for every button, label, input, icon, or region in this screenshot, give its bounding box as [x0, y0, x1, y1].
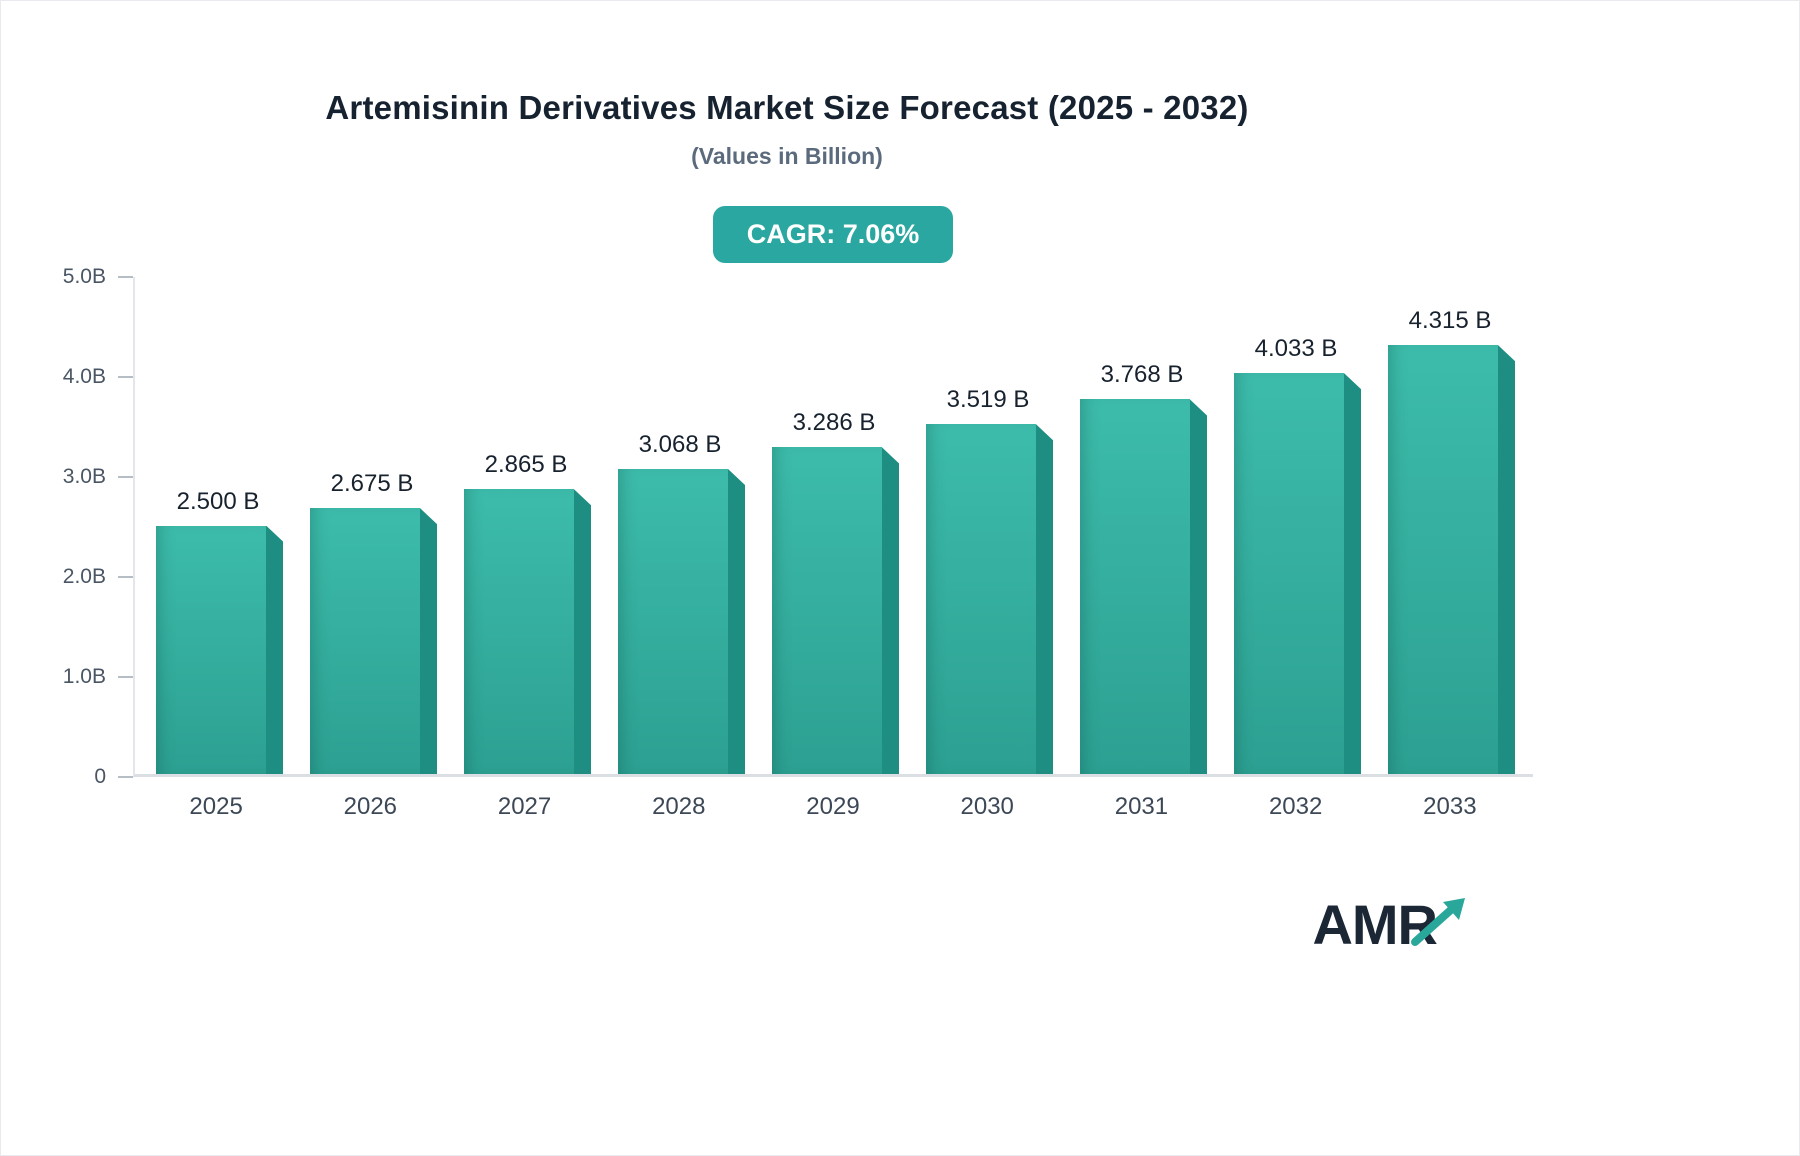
y-tick: 2.0B	[41, 565, 133, 589]
bar[interactable]	[1080, 399, 1207, 774]
bar-side-face	[1036, 424, 1053, 774]
chart-title: Artemisinin Derivatives Market Size Fore…	[325, 89, 1249, 126]
cagr-badge-row: CAGR: 7.06%	[41, 206, 1533, 263]
x-axis-label: 2032	[1268, 793, 1323, 820]
y-tick: 1.0B	[41, 665, 133, 689]
bar-value-label: 2.865 B	[484, 451, 568, 479]
bar-side-face	[1190, 399, 1207, 774]
bar[interactable]	[618, 469, 745, 774]
bar-value-label: 3.068 B	[638, 431, 722, 459]
y-tick-label: 0	[94, 765, 106, 788]
x-axis-label: 2025	[189, 793, 243, 820]
bar[interactable]	[772, 447, 899, 774]
bar-side-face	[728, 469, 745, 774]
bar[interactable]	[464, 489, 591, 774]
y-tick-mark	[118, 476, 133, 478]
bar-value-label: 4.315 B	[1408, 307, 1492, 335]
x-axis-label: 2027	[497, 793, 552, 820]
bar-group: 4.315 B	[1373, 277, 1527, 774]
y-tick-label: 5.0B	[62, 265, 106, 288]
amr-logo-text: AMR	[1312, 893, 1438, 956]
y-tick-mark	[118, 776, 133, 778]
bar-side-face	[266, 525, 283, 774]
cagr-badge: CAGR: 7.06%	[712, 206, 954, 263]
x-axis-label: 2029	[806, 793, 860, 820]
x-axis-label: 2031	[1114, 793, 1169, 820]
bar-side-face	[1344, 373, 1361, 774]
x-axis-label: 2026	[343, 793, 398, 820]
logo-arrow-icon	[1411, 897, 1465, 946]
y-tick-label: 4.0B	[62, 365, 106, 388]
bar[interactable]	[926, 424, 1053, 774]
bar[interactable]	[1388, 345, 1515, 774]
bar-value-label: 2.675 B	[330, 470, 414, 498]
y-tick-label: 1.0B	[62, 665, 106, 688]
x-axis-label: 2033	[1423, 793, 1477, 820]
bar-group: 3.768 B	[1065, 277, 1219, 774]
bar-value-label: 3.519 B	[946, 386, 1030, 414]
y-tick: 5.0B	[41, 265, 133, 289]
y-tick-mark	[118, 576, 133, 578]
bar-side-face	[420, 508, 437, 774]
bar-group: 3.068 B	[603, 277, 757, 774]
y-tick: 4.0B	[41, 365, 133, 389]
bar-group: 2.675 B	[295, 277, 449, 774]
bar-value-label: 3.286 B	[792, 409, 876, 437]
y-tick-label: 3.0B	[62, 465, 106, 488]
plot-column: 2.500 B 2.675 B 2.865 B 3.068 B 3.286 B 3.519…	[133, 277, 1533, 821]
y-tick-mark	[118, 276, 133, 278]
chart-content: Artemisinin Derivatives Market Size Fore…	[41, 1, 1533, 821]
y-tick: 0	[41, 765, 133, 789]
x-axis-label: 2028	[652, 793, 706, 820]
bar-value-label: 3.768 B	[1100, 361, 1184, 389]
y-tick-mark	[118, 376, 133, 378]
bar[interactable]	[156, 525, 283, 774]
bar-group: 2.500 B	[141, 277, 295, 774]
x-axis-label: 2030	[960, 793, 1014, 820]
bar[interactable]	[310, 508, 437, 774]
bar-value-label: 4.033 B	[1254, 335, 1338, 363]
bar-group: 3.286 B	[757, 277, 911, 774]
bar[interactable]	[1234, 373, 1361, 774]
y-tick-mark	[118, 676, 133, 678]
bar-side-face	[1498, 345, 1515, 774]
bar-value-label: 2.500 B	[176, 487, 260, 515]
bar-group: 2.865 B	[449, 277, 603, 774]
bar-group: 4.033 B	[1219, 277, 1373, 774]
amr-logo: AMR	[1312, 892, 1471, 957]
y-axis: 0 1.0B 2.0B 3.0B 4.0B 5.0B	[41, 265, 133, 788]
plot-area: 2.500 B 2.675 B 2.865 B 3.068 B 3.286 B 3.519…	[133, 277, 1533, 777]
bar-side-face	[882, 447, 899, 774]
x-axis: 2025 2026 2027 2028 2029 2030 2031 2032 2033	[133, 793, 1533, 821]
y-tick: 3.0B	[41, 465, 133, 489]
y-tick-label: 2.0B	[62, 565, 106, 588]
chart-subtitle: (Values in Billion)	[691, 143, 883, 169]
bar-group: 3.519 B	[911, 277, 1065, 774]
bar-side-face	[574, 489, 591, 774]
bar-chart: 0 1.0B 2.0B 3.0B 4.0B 5.0B 2.500 B 2.675 B 2.86…	[41, 265, 1533, 821]
